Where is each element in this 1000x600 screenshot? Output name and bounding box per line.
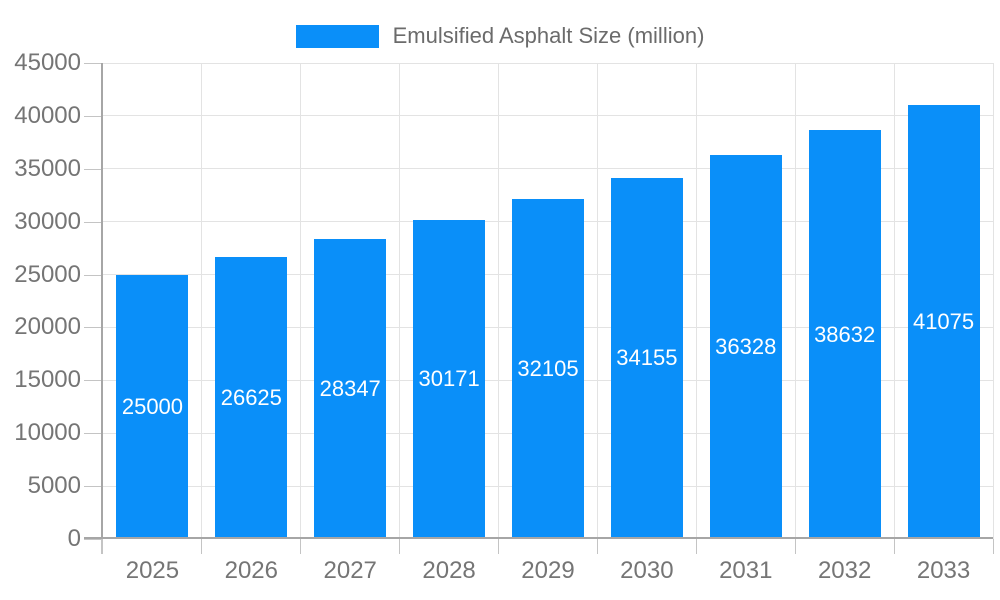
y-axis-tick <box>84 486 103 488</box>
bar-value-label: 38632 <box>814 321 876 347</box>
bar-2031[interactable] <box>709 154 782 537</box>
x-gridline <box>498 63 500 539</box>
bar-value-label: 41075 <box>912 308 975 334</box>
y-axis-line <box>101 63 103 539</box>
bar-value-label: 25000 <box>121 393 184 419</box>
x-axis-tick <box>201 539 203 554</box>
x-axis-tick <box>893 539 895 554</box>
y-axis-label: 30000 <box>14 207 81 235</box>
x-axis-tick <box>992 539 994 554</box>
y-axis-tick <box>84 115 103 117</box>
x-axis-tick <box>498 539 500 554</box>
bar-2028[interactable] <box>413 219 486 537</box>
x-axis-label: 2031 <box>719 557 773 584</box>
y-axis-tick <box>84 221 103 223</box>
y-axis-label: 0 <box>67 525 81 552</box>
y-gridline <box>103 115 993 117</box>
y-axis-label: 20000 <box>14 313 81 341</box>
x-axis-label: 2025 <box>125 557 180 584</box>
bar-value-label: 36328 <box>715 333 777 359</box>
x-axis-line <box>84 537 993 539</box>
bar-value-label: 26625 <box>220 385 282 411</box>
x-axis-label: 2033 <box>916 557 971 584</box>
bar-2030[interactable] <box>610 177 683 537</box>
x-axis-label: 2029 <box>521 557 575 584</box>
y-axis-label: 40000 <box>14 101 81 129</box>
bar-value-label: 34155 <box>616 345 678 371</box>
bar-2032[interactable] <box>808 130 881 537</box>
legend-swatch <box>295 24 379 48</box>
x-gridline <box>596 63 598 539</box>
y-gridline <box>103 168 993 170</box>
y-axis-tick <box>84 433 103 435</box>
x-axis-label: 2030 <box>620 557 674 584</box>
y-axis-tick <box>84 63 103 64</box>
y-axis-label: 5000 <box>27 472 81 500</box>
y-axis-tick <box>84 274 103 276</box>
x-axis-tick <box>101 539 103 554</box>
x-axis-tick <box>300 539 302 554</box>
y-axis-label: 15000 <box>14 366 81 394</box>
y-axis-label: 10000 <box>14 419 81 447</box>
y-axis-label: 35000 <box>14 154 81 182</box>
bar-value-label: 28347 <box>319 376 381 402</box>
x-gridline <box>399 63 401 539</box>
bar-2025[interactable] <box>116 274 189 537</box>
bar-value-label: 30171 <box>418 366 480 392</box>
bar-2033[interactable] <box>907 104 980 537</box>
bar-2027[interactable] <box>314 239 387 537</box>
y-axis-tick <box>84 539 103 540</box>
x-axis-label: 2032 <box>817 557 872 584</box>
x-axis-tick <box>695 539 697 554</box>
x-axis-label: 2027 <box>323 557 377 584</box>
x-gridline <box>794 63 796 539</box>
y-gridline <box>103 62 993 64</box>
bar-2026[interactable] <box>215 257 288 537</box>
bar-2029[interactable] <box>512 199 584 537</box>
legend-label: Emulsified Asphalt Size (million) <box>392 23 705 48</box>
y-axis-tick <box>84 380 103 382</box>
x-axis-label: 2026 <box>224 557 278 584</box>
x-gridline <box>201 63 203 539</box>
y-axis-tick <box>84 327 103 329</box>
x-axis-tick <box>794 539 796 554</box>
x-gridline <box>300 63 302 539</box>
x-gridline <box>992 63 994 539</box>
bar-value-label: 32105 <box>517 356 579 382</box>
legend: Emulsified Asphalt Size (million) <box>0 21 1000 51</box>
y-axis-label: 25000 <box>14 260 81 288</box>
x-axis-tick <box>596 539 598 554</box>
x-axis-tick <box>399 539 401 554</box>
x-gridline <box>695 63 697 539</box>
y-axis-label: 45000 <box>14 49 81 76</box>
x-gridline <box>893 63 895 539</box>
y-axis-tick <box>84 168 103 170</box>
x-axis-label: 2028 <box>422 557 476 584</box>
